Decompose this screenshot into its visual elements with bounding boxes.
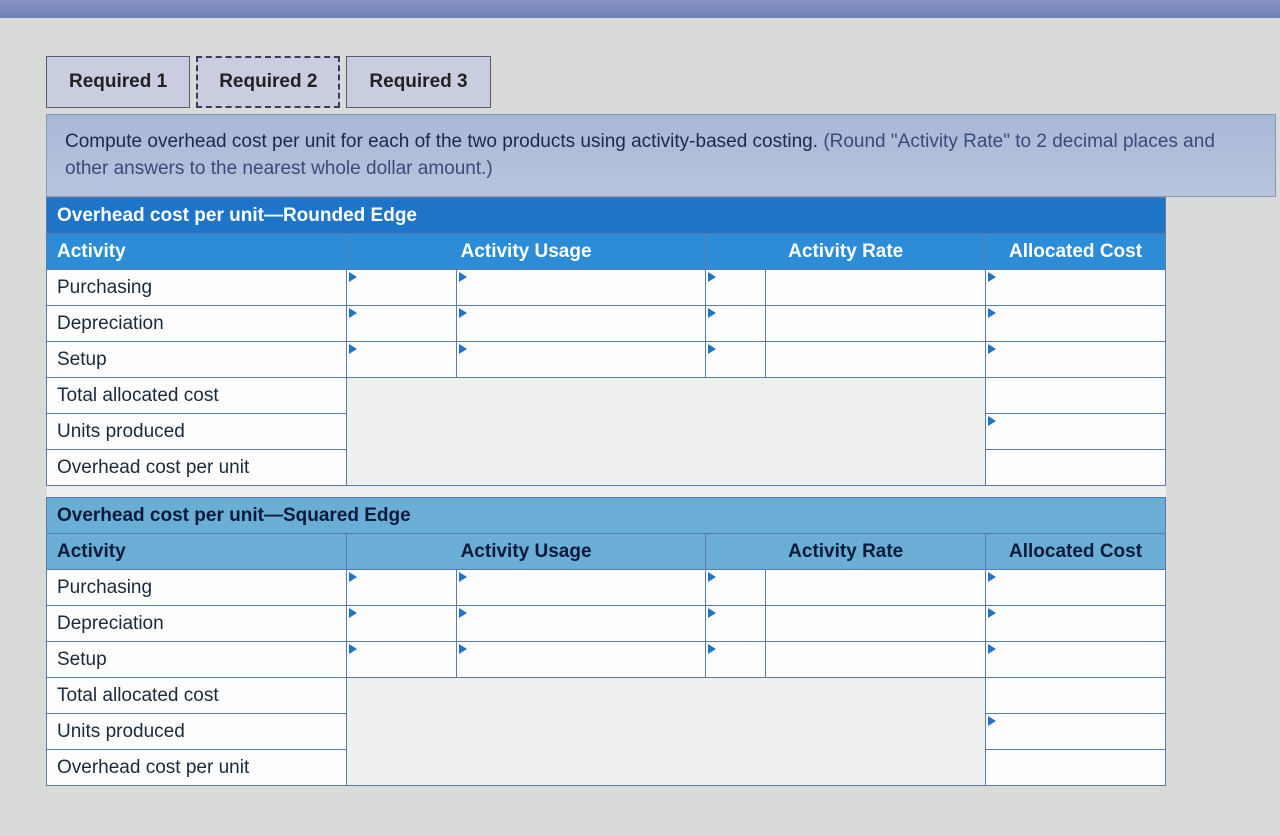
usage-b-input[interactable] — [456, 606, 706, 642]
tab-required-1[interactable]: Required 1 — [46, 56, 190, 108]
usage-a-input[interactable] — [346, 570, 456, 606]
row-label: Purchasing — [47, 570, 347, 606]
usage-b-input[interactable] — [456, 270, 706, 306]
usage-a-input[interactable] — [346, 306, 456, 342]
rate-a-input[interactable] — [706, 270, 766, 306]
usage-a-input[interactable] — [346, 342, 456, 378]
alloc-input[interactable] — [986, 342, 1166, 378]
usage-a-input[interactable] — [346, 642, 456, 678]
table-row: Setup — [47, 342, 1166, 378]
row-label: Overhead cost per unit — [47, 750, 347, 786]
row-label: Units produced — [47, 414, 347, 450]
rate-b-input[interactable] — [766, 606, 986, 642]
row-label: Purchasing — [47, 270, 347, 306]
alloc-input[interactable] — [986, 450, 1166, 486]
tab-required-3[interactable]: Required 3 — [346, 56, 490, 108]
overhead-table: Overhead cost per unit—Rounded Edge Acti… — [46, 197, 1166, 786]
rate-a-input[interactable] — [706, 606, 766, 642]
alloc-input[interactable] — [986, 678, 1166, 714]
rate-b-input[interactable] — [766, 270, 986, 306]
alloc-input[interactable] — [986, 750, 1166, 786]
rate-b-input[interactable] — [766, 642, 986, 678]
tabs-row: Required 1 Required 2 Required 3 — [46, 56, 1280, 108]
merged-blank-area — [346, 678, 985, 786]
merged-blank-area — [346, 378, 985, 486]
rate-a-input[interactable] — [706, 306, 766, 342]
instruction-box: Compute overhead cost per unit for each … — [46, 114, 1276, 197]
table-row: Depreciation — [47, 306, 1166, 342]
row-label: Total allocated cost — [47, 378, 347, 414]
table-row: Purchasing — [47, 570, 1166, 606]
usage-a-input[interactable] — [346, 270, 456, 306]
alloc-input[interactable] — [986, 642, 1166, 678]
row-label: Depreciation — [47, 306, 347, 342]
alloc-input[interactable] — [986, 414, 1166, 450]
rate-a-input[interactable] — [706, 642, 766, 678]
section2-title-row: Overhead cost per unit—Squared Edge — [47, 498, 1166, 534]
row-label: Setup — [47, 642, 347, 678]
row-label: Overhead cost per unit — [47, 450, 347, 486]
col-usage-header: Activity Usage — [346, 534, 706, 570]
section2-title: Overhead cost per unit—Squared Edge — [47, 498, 1166, 534]
col-alloc-header: Allocated Cost — [986, 534, 1166, 570]
table-row: Total allocated cost — [47, 378, 1166, 414]
rate-a-input[interactable] — [706, 342, 766, 378]
table-row: Depreciation — [47, 606, 1166, 642]
section2-col-headers: Activity Activity Usage Activity Rate Al… — [47, 534, 1166, 570]
rate-b-input[interactable] — [766, 342, 986, 378]
usage-b-input[interactable] — [456, 342, 706, 378]
alloc-input[interactable] — [986, 306, 1166, 342]
row-label: Total allocated cost — [47, 678, 347, 714]
alloc-input[interactable] — [986, 606, 1166, 642]
table-row: Total allocated cost — [47, 678, 1166, 714]
section1-title-row: Overhead cost per unit—Rounded Edge — [47, 198, 1166, 234]
rate-b-input[interactable] — [766, 306, 986, 342]
tab-required-2[interactable]: Required 2 — [196, 56, 340, 108]
usage-b-input[interactable] — [456, 570, 706, 606]
usage-b-input[interactable] — [456, 306, 706, 342]
instruction-main: Compute overhead cost per unit for each … — [65, 131, 823, 152]
col-rate-header: Activity Rate — [706, 234, 986, 270]
window-top-bar — [0, 0, 1280, 18]
section1-title: Overhead cost per unit—Rounded Edge — [47, 198, 1166, 234]
col-activity-header: Activity — [47, 534, 347, 570]
section1-col-headers: Activity Activity Usage Activity Rate Al… — [47, 234, 1166, 270]
rate-b-input[interactable] — [766, 570, 986, 606]
col-activity-header: Activity — [47, 234, 347, 270]
table-row: Setup — [47, 642, 1166, 678]
row-label: Depreciation — [47, 606, 347, 642]
col-alloc-header: Allocated Cost — [986, 234, 1166, 270]
col-rate-header: Activity Rate — [706, 534, 986, 570]
alloc-input[interactable] — [986, 270, 1166, 306]
alloc-input[interactable] — [986, 714, 1166, 750]
alloc-input[interactable] — [986, 378, 1166, 414]
rate-a-input[interactable] — [706, 570, 766, 606]
row-label: Setup — [47, 342, 347, 378]
row-label: Units produced — [47, 714, 347, 750]
table-row: Purchasing — [47, 270, 1166, 306]
col-usage-header: Activity Usage — [346, 234, 706, 270]
usage-a-input[interactable] — [346, 606, 456, 642]
alloc-input[interactable] — [986, 570, 1166, 606]
main-content: Required 1 Required 2 Required 3 Compute… — [0, 18, 1280, 786]
usage-b-input[interactable] — [456, 642, 706, 678]
